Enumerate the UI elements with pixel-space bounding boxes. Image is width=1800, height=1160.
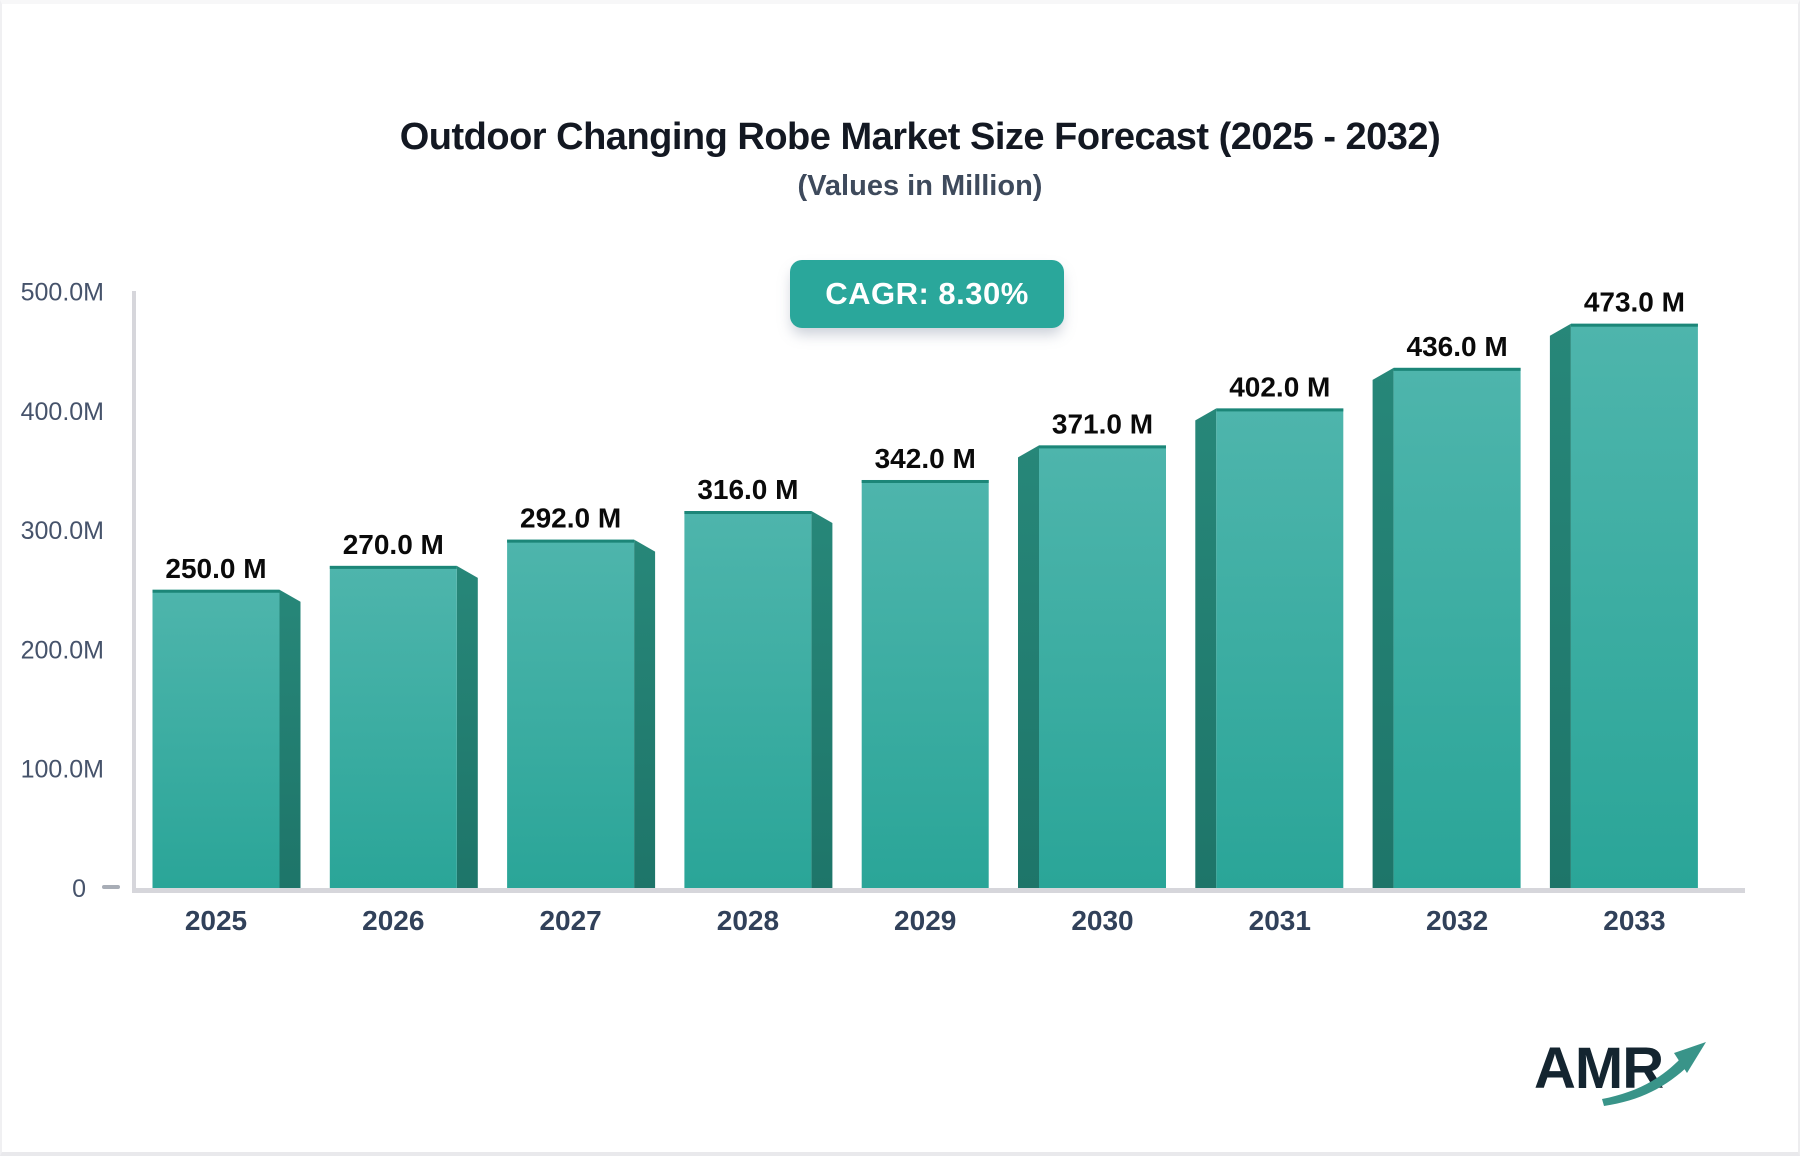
- bar-value-label: 371.0 M: [1052, 408, 1153, 439]
- bar-front: [329, 565, 457, 888]
- bar-side: [1372, 367, 1394, 888]
- amr-logo: AMR: [1534, 1040, 1754, 1140]
- bar-top-edge: [1216, 408, 1344, 412]
- bar-front: [861, 479, 989, 888]
- bar-group: 342.0 M 2029: [861, 443, 989, 936]
- growth-arrow-icon: [1602, 1042, 1706, 1106]
- bar-group: 250.0 M 2025: [152, 553, 301, 936]
- bar-front: [507, 539, 635, 888]
- bar-top-edge: [152, 589, 280, 593]
- y-axis-label: 500.0M: [21, 279, 104, 307]
- bar-group: 316.0 M 2028: [684, 474, 833, 936]
- bar-group: 292.0 M 2027: [507, 503, 656, 936]
- y-axis-label: 100.0M: [21, 756, 104, 784]
- bar-top-edge: [1393, 367, 1521, 371]
- x-axis-label: 2032: [1426, 905, 1488, 936]
- chart-subtitle: (Values in Million): [797, 170, 1043, 202]
- arrow-swoosh: [1602, 1058, 1690, 1106]
- bar-top-edge: [684, 511, 812, 515]
- x-axis-label: 2031: [1249, 905, 1311, 936]
- bar-group: 473.0 M 2033: [1549, 287, 1698, 936]
- bar-value-label: 292.0 M: [520, 503, 621, 534]
- bar-value-label: 436.0 M: [1407, 331, 1508, 362]
- cagr-badge: CAGR: 8.30%: [790, 260, 1064, 328]
- y-axis-label: 400.0M: [21, 398, 104, 426]
- bar-side: [279, 589, 301, 888]
- x-axis-line: [132, 888, 1745, 893]
- y-axis-label: 0: [72, 875, 86, 903]
- bar-front: [1039, 445, 1166, 888]
- chart-title: Outdoor Changing Robe Market Size Foreca…: [399, 116, 1441, 158]
- bar-top-edge: [1570, 323, 1698, 327]
- bar-value-label: 402.0 M: [1229, 371, 1330, 402]
- bar-front: [684, 511, 812, 888]
- x-axis-label: 2029: [894, 905, 956, 936]
- bar-chart: 250.0 M 2025 270.0 M 2026 292.0 M 2027 316.0 M…: [21, 279, 1745, 936]
- bar-value-label: 473.0 M: [1584, 287, 1685, 318]
- x-axis-label: 2027: [539, 905, 601, 936]
- bar-side: [811, 511, 833, 888]
- x-axis-label: 2025: [185, 905, 247, 936]
- bar-value-label: 250.0 M: [165, 553, 266, 584]
- bar-side: [634, 539, 656, 888]
- zero-tick-dash: [102, 885, 120, 889]
- bar-front: [1216, 408, 1344, 888]
- bar-group: 436.0 M 2032: [1372, 331, 1521, 936]
- bar-group: 402.0 M 2031: [1195, 371, 1344, 936]
- bar-group: 270.0 M 2026: [329, 529, 478, 936]
- bar-top-edge: [507, 539, 635, 543]
- bar-top-edge: [329, 565, 457, 569]
- bar-value-label: 270.0 M: [343, 529, 444, 560]
- y-axis-line: [132, 291, 136, 893]
- bar-front: [152, 589, 280, 888]
- bar-front: [1570, 323, 1698, 888]
- bar-front: [1393, 367, 1521, 888]
- bar-value-label: 342.0 M: [875, 443, 976, 474]
- x-axis-label: 2028: [717, 905, 779, 936]
- x-axis-label: 2030: [1071, 905, 1133, 936]
- x-axis-label: 2033: [1603, 905, 1665, 936]
- arrow-head: [1674, 1042, 1706, 1073]
- bar-side: [1549, 323, 1571, 888]
- bar-side: [1195, 408, 1217, 888]
- y-axis-label: 200.0M: [21, 636, 104, 664]
- bar-side: [456, 565, 478, 888]
- bar-group: 371.0 M 2030: [1018, 408, 1166, 936]
- bar-top-edge: [861, 479, 989, 483]
- bar-value-label: 316.0 M: [697, 474, 798, 505]
- x-axis-label: 2026: [362, 905, 424, 936]
- bar-top-edge: [1039, 445, 1166, 449]
- y-axis-label: 300.0M: [21, 517, 104, 545]
- bar-side: [1018, 445, 1039, 888]
